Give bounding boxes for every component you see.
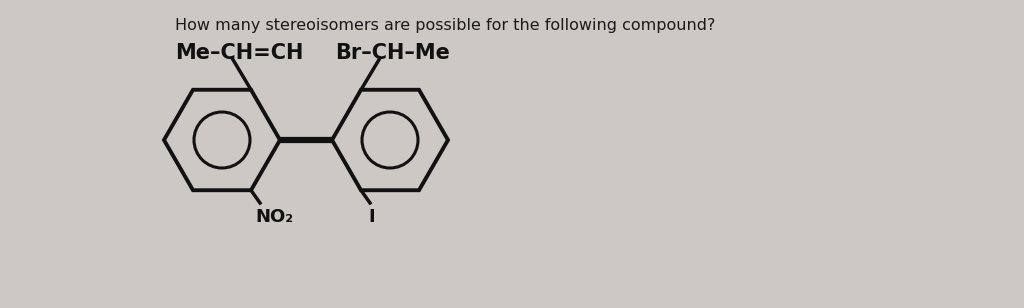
Text: How many stereoisomers are possible for the following compound?: How many stereoisomers are possible for … (175, 18, 716, 33)
Text: I: I (368, 208, 375, 226)
Text: Me–CH=CH: Me–CH=CH (175, 43, 303, 63)
Text: Br–CH–Me: Br–CH–Me (335, 43, 450, 63)
Text: NO₂: NO₂ (255, 208, 293, 226)
